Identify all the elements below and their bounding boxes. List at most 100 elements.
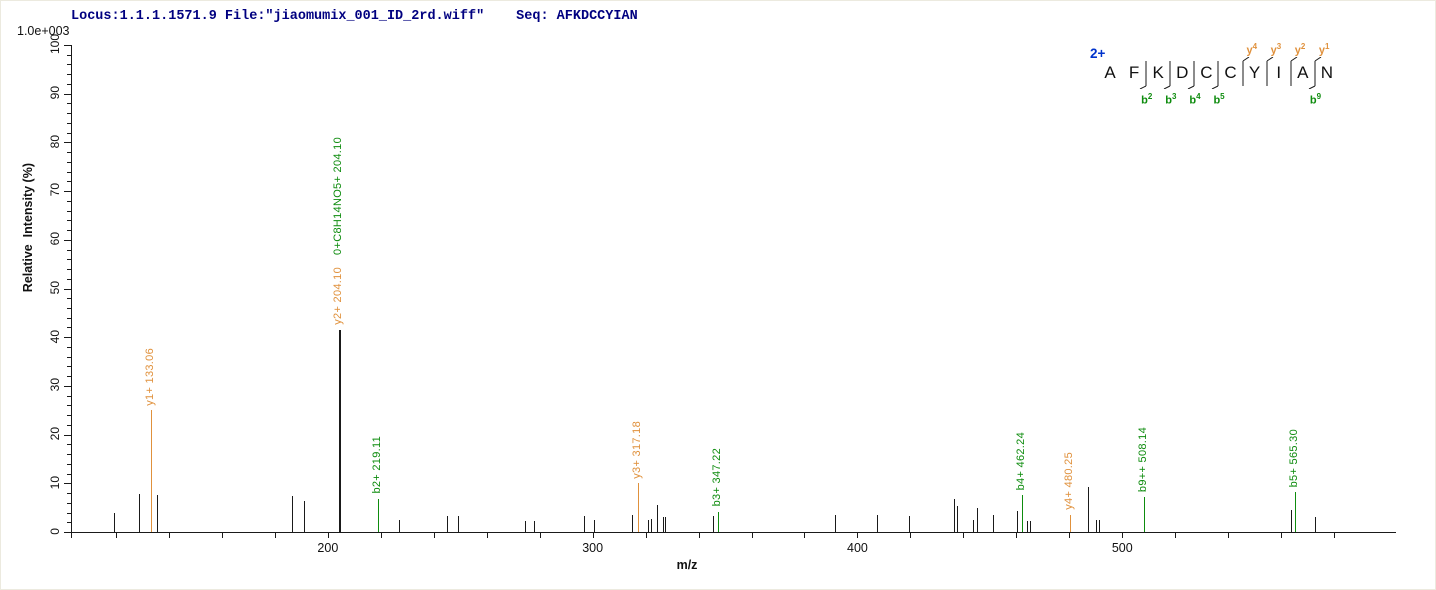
b-ion-label: b9 — [1309, 92, 1322, 107]
y-tick — [64, 483, 71, 485]
y-tick — [67, 463, 71, 465]
peak-label: b2+ 219.11 — [371, 436, 384, 494]
peak — [877, 515, 879, 532]
b-ion-label: b2 — [1141, 92, 1153, 107]
y-tick — [67, 259, 71, 261]
peak-annotation: y1+ 133.06 — [144, 348, 156, 406]
y-tick — [67, 317, 71, 319]
y-tick — [67, 161, 71, 163]
y-tick — [67, 171, 71, 173]
y-tick — [67, 415, 71, 417]
y-ion-label: y1 — [1318, 42, 1330, 57]
residue-letter: A — [1104, 63, 1116, 82]
peak — [1291, 509, 1293, 532]
y-tick — [67, 230, 71, 232]
y-tick — [67, 512, 71, 514]
x-tick-label: 300 — [582, 541, 604, 555]
y-axis — [71, 45, 72, 532]
y-tick — [67, 298, 71, 300]
peak — [303, 501, 305, 532]
y-tick-label: 50 — [48, 280, 62, 295]
annotated-peak — [338, 329, 341, 532]
peak-label: b5+ 565.30 — [1288, 428, 1301, 488]
y-tick-label: 80 — [48, 134, 62, 149]
peak — [139, 494, 141, 532]
peak-label: b4+ 462.24 — [1015, 431, 1028, 490]
peak — [909, 516, 911, 532]
x-tick — [327, 532, 329, 538]
x-tick-label: 200 — [317, 541, 339, 555]
y-tick — [64, 337, 71, 339]
residue-letter: A — [1297, 63, 1309, 82]
annotated-peak — [1022, 494, 1024, 532]
residue-letter: Y — [1248, 63, 1261, 82]
peak-annotation: b2+ 219.11 — [371, 436, 383, 494]
annotated-peak — [150, 410, 152, 532]
peak-label: b9++ 508.14 — [1136, 426, 1149, 492]
residue-letter: C — [1200, 63, 1213, 82]
residue-letter: K — [1152, 63, 1164, 82]
y-tick — [64, 532, 71, 533]
y-tick-label: 10 — [48, 475, 62, 489]
y-tick-label: 20 — [48, 426, 62, 441]
y-tick-label: 100 — [48, 33, 62, 54]
y-tick — [67, 346, 71, 348]
annotated-peak — [1295, 492, 1297, 532]
y-tick — [64, 385, 71, 387]
y-tick — [67, 220, 71, 222]
y-tick — [64, 142, 71, 144]
y-tick — [67, 376, 71, 378]
y-tick — [67, 122, 71, 124]
y-tick — [67, 210, 71, 212]
annotated-peak — [638, 483, 640, 532]
x-tick — [168, 532, 170, 538]
fragmentation-mark — [1308, 57, 1322, 89]
y-tick — [67, 327, 71, 329]
peak — [457, 515, 459, 532]
residue-letter: C — [1224, 63, 1237, 82]
x-tick — [592, 532, 594, 538]
x-tick — [380, 532, 382, 538]
fragmentation-mark — [1242, 57, 1249, 86]
x-tick — [804, 532, 806, 538]
x-tick-label: 500 — [1111, 541, 1133, 555]
peak-annotation: b3+ 347.22 — [711, 448, 723, 506]
x-tick-label: 400 — [847, 541, 868, 555]
y-tick — [67, 522, 71, 524]
peak — [524, 521, 526, 532]
peak — [398, 519, 400, 532]
peak-label: y4+ 480.25 — [1062, 452, 1075, 510]
y-tick — [67, 454, 71, 456]
x-tick — [1016, 532, 1018, 538]
y-tick-label: 40 — [48, 329, 62, 343]
y-tick-label: 0 — [48, 527, 62, 535]
x-tick — [433, 532, 435, 538]
y-tick — [67, 424, 71, 426]
y-tick — [64, 191, 71, 193]
peak — [957, 506, 959, 532]
x-tick — [857, 532, 859, 538]
locus-file-text: Locus:1.1.1.1571.9 File:"jiaomumix_001_I… — [71, 9, 485, 24]
b-ion-label: b5 — [1213, 92, 1225, 107]
y-tick — [64, 239, 71, 241]
y-tick — [67, 64, 71, 66]
intensity-scale-label: 1.0e+003 — [17, 24, 70, 38]
peak — [113, 512, 115, 532]
x-tick — [71, 532, 72, 538]
annotated-peak — [1143, 496, 1145, 532]
annotated-peak — [378, 498, 380, 532]
y-tick — [67, 132, 71, 134]
peak — [583, 515, 585, 532]
y-tick — [67, 502, 71, 504]
x-tick — [486, 532, 488, 538]
peak — [1099, 520, 1101, 532]
y-tick-label: 30 — [48, 378, 62, 392]
y-tick — [67, 395, 71, 397]
residue-letter: I — [1276, 63, 1282, 82]
fragmentation-mark — [1266, 57, 1273, 86]
peak-annotation: b9++ 508.14 — [1137, 427, 1149, 492]
peak — [1027, 520, 1029, 532]
peak — [1315, 517, 1317, 532]
